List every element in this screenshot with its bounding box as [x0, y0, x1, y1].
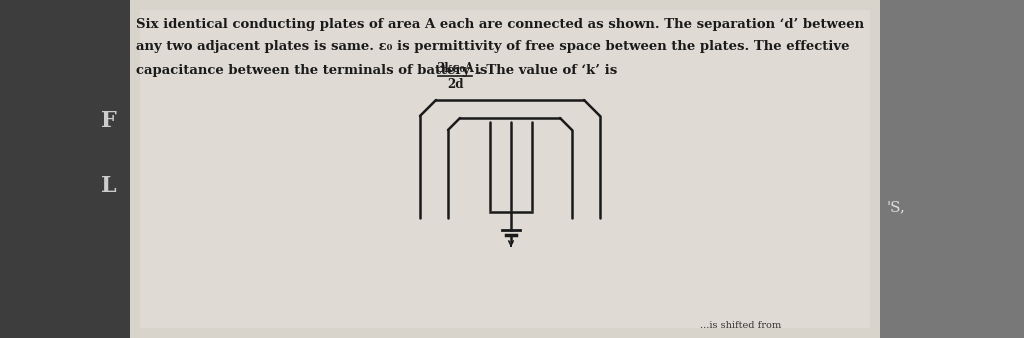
- Bar: [130, 0, 880, 338]
- Text: . The value of ‘k’ is: . The value of ‘k’ is: [477, 64, 617, 77]
- Text: ...is shifted from: ...is shifted from: [700, 321, 781, 330]
- Text: 2d: 2d: [446, 77, 463, 91]
- Text: Six identical conducting plates of area A each are connected as shown. The separ: Six identical conducting plates of area …: [136, 18, 864, 31]
- Bar: [0, 0, 130, 338]
- Text: 'S,: 'S,: [887, 200, 906, 214]
- Text: 3kε₀A: 3kε₀A: [436, 62, 474, 74]
- Text: capacitance between the terminals of battery is: capacitance between the terminals of bat…: [136, 64, 487, 77]
- Bar: [880, 0, 1024, 338]
- Text: L: L: [101, 175, 117, 197]
- Bar: [140, 10, 870, 328]
- Text: F: F: [101, 110, 117, 132]
- Text: any two adjacent plates is same. ε₀ is permittivity of free space between the pl: any two adjacent plates is same. ε₀ is p…: [136, 40, 850, 53]
